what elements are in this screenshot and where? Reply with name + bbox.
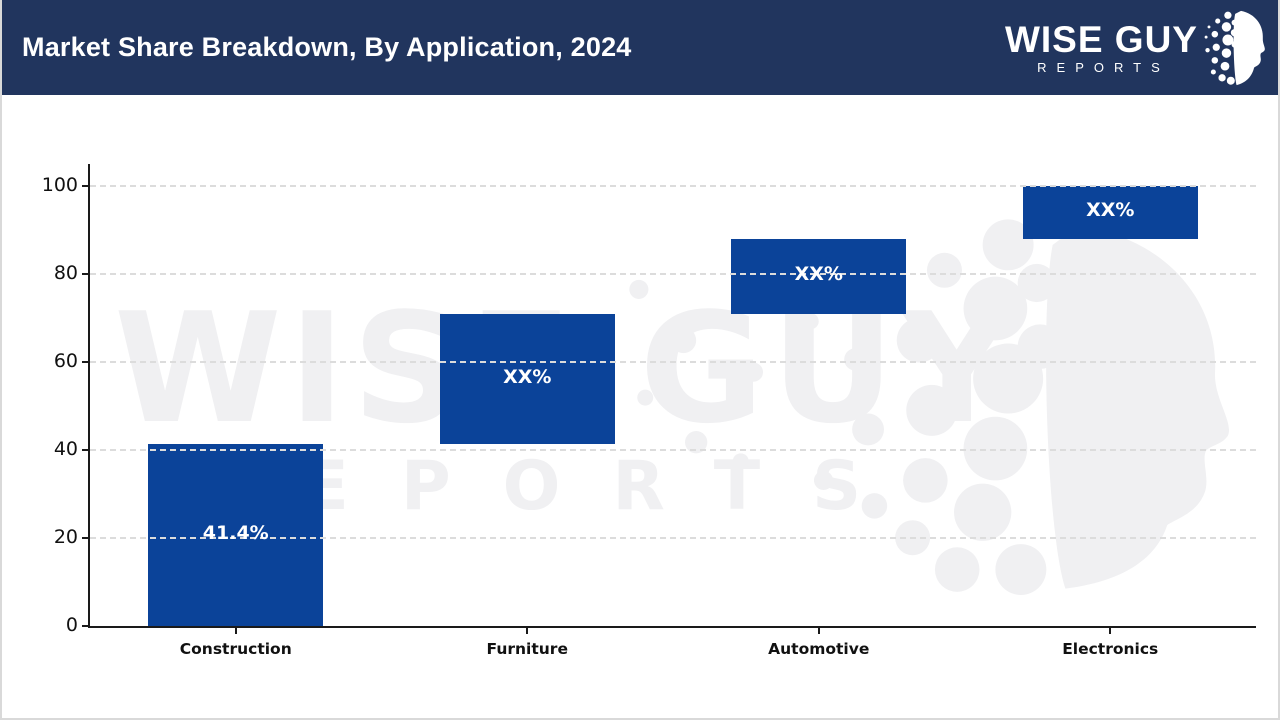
bar-electronics — [1022, 186, 1198, 239]
ytick-label-20: 20 — [53, 526, 78, 548]
ytick-0 — [82, 625, 90, 627]
xtick-electronics — [1109, 626, 1112, 634]
ytick-label-60: 60 — [53, 350, 78, 372]
ytick-label-80: 80 — [53, 262, 78, 284]
bar-label-construction: 41.4% — [202, 521, 269, 544]
xlabel-electronics: Electronics — [1062, 640, 1159, 658]
watermark-head-icon — [629, 219, 1230, 595]
gridline-80 — [90, 273, 1256, 275]
ytick-40 — [82, 449, 90, 451]
wise-guy-logo: WISE GUY REPORTS — [1005, 8, 1266, 88]
bar-label-furniture: XX% — [503, 365, 552, 388]
xtick-furniture — [526, 626, 529, 634]
gridline-40 — [90, 449, 1256, 451]
ytick-label-0: 0 — [65, 614, 78, 636]
xlabel-furniture: Furniture — [486, 640, 568, 658]
gridline-100 — [90, 185, 1256, 187]
ytick-100 — [82, 185, 90, 187]
logo-wordmark: WISE GUY — [1004, 19, 1198, 60]
chart-area: WISE GUY REPORTS 0 20 40 60 80 100 41.4% Constr… — [2, 95, 1278, 718]
gridline-60 — [90, 361, 1256, 363]
wise-guy-head-icon — [1204, 10, 1265, 85]
ytick-80 — [82, 273, 90, 275]
xlabel-automotive: Automotive — [768, 640, 870, 658]
bar-label-electronics: XX% — [1086, 199, 1135, 222]
xtick-automotive — [817, 626, 820, 634]
ytick-60 — [82, 361, 90, 363]
page-title: Market Share Breakdown, By Application, … — [22, 32, 632, 62]
bar-construction — [148, 443, 324, 626]
ytick-label-100: 100 — [41, 174, 78, 196]
xtick-construction — [234, 626, 237, 634]
ytick-20 — [82, 537, 90, 539]
bar-label-automotive: XX% — [794, 263, 843, 286]
y-axis-spine — [88, 164, 90, 628]
ytick-label-40: 40 — [53, 438, 78, 460]
xlabel-construction: Construction — [179, 640, 292, 658]
x-axis-spine — [88, 626, 1256, 628]
logo-subtext: REPORTS — [1037, 60, 1170, 75]
bar-furniture — [439, 313, 615, 444]
header-bar: Market Share Breakdown, By Application, … — [2, 0, 1278, 95]
bar-automotive — [731, 238, 907, 314]
logo-text: WISE GUY REPORTS — [1005, 21, 1198, 74]
gridline-20 — [90, 537, 1256, 539]
